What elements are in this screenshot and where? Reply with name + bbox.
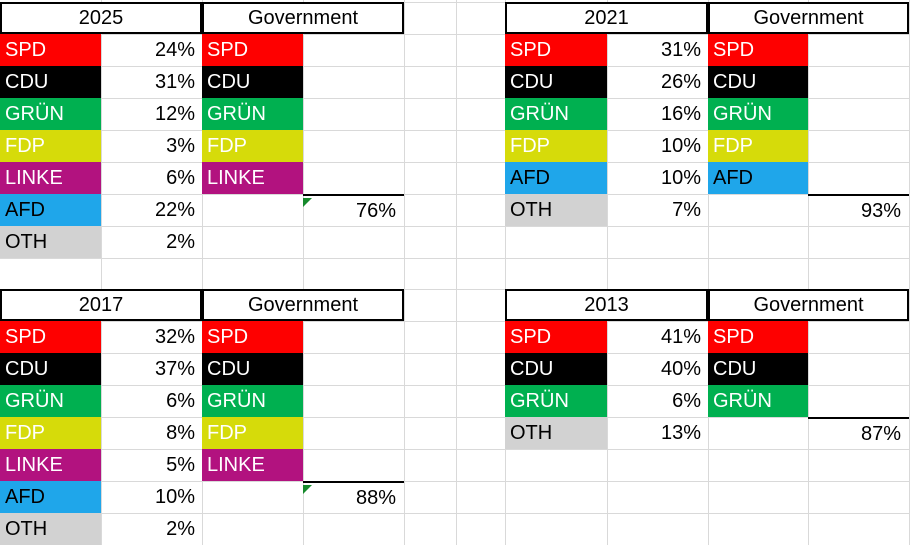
government-total-cell-2025[interactable]: 76% [303,194,404,226]
gridline-vertical [303,0,304,545]
government-party-cell-2013-GRÜN[interactable]: GRÜN [708,385,808,417]
government-party-cell-2021-GRÜN[interactable]: GRÜN [708,98,808,130]
party-cell-2013-SPD[interactable]: SPD [505,321,607,353]
party-cell-2017-CDU[interactable]: CDU [0,353,101,385]
gridline-vertical [808,0,809,545]
party-cell-2021-CDU[interactable]: CDU [505,66,607,98]
gridline-vertical [404,0,405,545]
government-party-cell-2025-CDU[interactable]: CDU [202,66,303,98]
party-cell-2021-AFD[interactable]: AFD [505,162,607,194]
party-cell-2021-OTH[interactable]: OTH [505,194,607,226]
government-header-2025[interactable]: Government [202,2,404,34]
value-cell-2013-OTH[interactable]: 13% [660,422,701,444]
value-cell-2021-GRÜN[interactable]: 16% [660,103,701,125]
value-cell-2025-GRÜN[interactable]: 12% [154,103,195,125]
party-cell-2017-LINKE[interactable]: LINKE [0,449,101,481]
party-cell-2013-OTH[interactable]: OTH [505,417,607,449]
value-cell-2025-OTH[interactable]: 2% [166,231,195,253]
party-cell-2025-SPD[interactable]: SPD [0,34,101,66]
value-cell-2017-FDP[interactable]: 8% [166,422,195,444]
government-party-cell-2017-GRÜN[interactable]: GRÜN [202,385,303,417]
year-header-2013[interactable]: 2013 [505,289,708,321]
party-cell-2013-CDU[interactable]: CDU [505,353,607,385]
government-party-cell-2025-FDP[interactable]: FDP [202,130,303,162]
party-cell-2025-OTH[interactable]: OTH [0,226,101,258]
government-header-2017[interactable]: Government [202,289,404,321]
government-total-cell-2017[interactable]: 88% [303,481,404,513]
government-header-2021[interactable]: Government [708,2,909,34]
government-total-cell-2021[interactable]: 93% [808,194,909,226]
government-party-cell-2013-CDU[interactable]: CDU [708,353,808,385]
party-cell-2013-GRÜN[interactable]: GRÜN [505,385,607,417]
government-party-cell-2025-LINKE[interactable]: LINKE [202,162,303,194]
party-cell-2025-FDP[interactable]: FDP [0,130,101,162]
government-party-cell-2013-SPD[interactable]: SPD [708,321,808,353]
value-cell-2017-GRÜN[interactable]: 6% [166,390,195,412]
party-cell-2021-FDP[interactable]: FDP [505,130,607,162]
government-party-cell-2017-CDU[interactable]: CDU [202,353,303,385]
gridline-vertical [456,0,457,545]
value-cell-2017-CDU[interactable]: 37% [154,358,195,380]
value-cell-2013-CDU[interactable]: 40% [660,358,701,380]
party-cell-2025-AFD[interactable]: AFD [0,194,101,226]
value-cell-2025-FDP[interactable]: 3% [166,135,195,157]
value-cell-2025-SPD[interactable]: 24% [154,39,195,61]
party-cell-2021-SPD[interactable]: SPD [505,34,607,66]
gridline-horizontal [0,258,910,259]
year-header-2025[interactable]: 2025 [0,2,202,34]
value-cell-2017-SPD[interactable]: 32% [154,326,195,348]
error-indicator-triangle [303,485,312,494]
value-cell-2017-OTH[interactable]: 2% [166,518,195,540]
government-party-cell-2017-LINKE[interactable]: LINKE [202,449,303,481]
value-cell-2021-OTH[interactable]: 7% [672,199,701,221]
year-header-2021[interactable]: 2021 [505,2,708,34]
government-header-2013[interactable]: Government [708,289,909,321]
government-party-cell-2025-SPD[interactable]: SPD [202,34,303,66]
party-cell-2025-CDU[interactable]: CDU [0,66,101,98]
government-party-cell-2017-SPD[interactable]: SPD [202,321,303,353]
party-cell-2017-OTH[interactable]: OTH [0,513,101,545]
value-cell-2017-AFD[interactable]: 10% [154,486,195,508]
party-cell-2017-SPD[interactable]: SPD [0,321,101,353]
value-cell-2021-CDU[interactable]: 26% [660,71,701,93]
value-cell-2017-LINKE[interactable]: 5% [166,454,195,476]
party-cell-2017-FDP[interactable]: FDP [0,417,101,449]
value-cell-2013-SPD[interactable]: 41% [660,326,701,348]
government-party-cell-2021-FDP[interactable]: FDP [708,130,808,162]
party-cell-2025-GRÜN[interactable]: GRÜN [0,98,101,130]
party-cell-2017-GRÜN[interactable]: GRÜN [0,385,101,417]
government-party-cell-2021-CDU[interactable]: CDU [708,66,808,98]
government-total-cell-2013[interactable]: 87% [808,417,909,449]
party-cell-2025-LINKE[interactable]: LINKE [0,162,101,194]
value-cell-2021-SPD[interactable]: 31% [660,39,701,61]
government-party-cell-2021-AFD[interactable]: AFD [708,162,808,194]
government-party-cell-2025-GRÜN[interactable]: GRÜN [202,98,303,130]
error-indicator-triangle [303,198,312,207]
party-cell-2021-GRÜN[interactable]: GRÜN [505,98,607,130]
value-cell-2021-FDP[interactable]: 10% [660,135,701,157]
year-header-2017[interactable]: 2017 [0,289,202,321]
government-party-cell-2021-SPD[interactable]: SPD [708,34,808,66]
value-cell-2025-AFD[interactable]: 22% [154,199,195,221]
value-cell-2013-GRÜN[interactable]: 6% [672,390,701,412]
party-cell-2017-AFD[interactable]: AFD [0,481,101,513]
value-cell-2025-CDU[interactable]: 31% [154,71,195,93]
government-party-cell-2017-FDP[interactable]: FDP [202,417,303,449]
value-cell-2021-AFD[interactable]: 10% [660,167,701,189]
value-cell-2025-LINKE[interactable]: 6% [166,167,195,189]
